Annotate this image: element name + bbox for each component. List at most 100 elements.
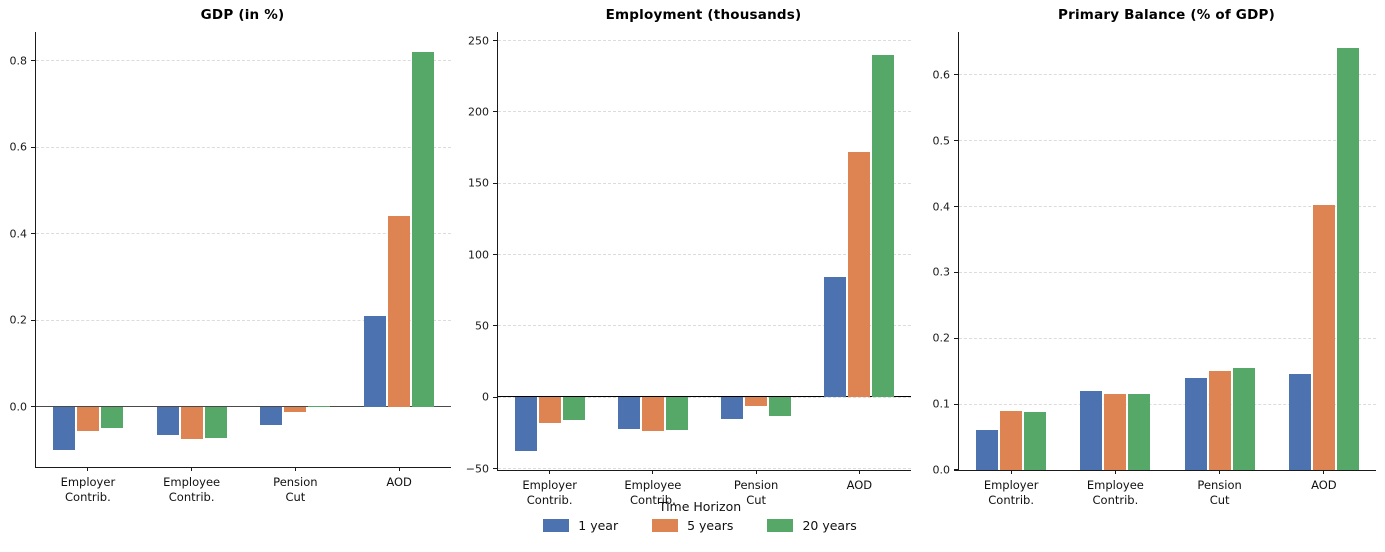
- x-tick-label: AOD: [846, 478, 873, 492]
- y-tick-label: 0.6: [9, 140, 28, 154]
- y-tick-mark: [31, 59, 35, 62]
- gridline: [498, 254, 911, 256]
- y-tick-mark: [954, 469, 958, 471]
- bar-1-year: [260, 406, 283, 425]
- y-tick-label: 0.2: [9, 313, 28, 327]
- y-tick-mark: [493, 467, 497, 470]
- y-tick-label: 150: [468, 176, 489, 190]
- bar-1-year: [976, 430, 999, 470]
- x-tick-label: AOD: [386, 475, 412, 489]
- bar-5-years: [848, 151, 871, 398]
- y-tick-mark: [493, 396, 497, 398]
- x-tick-label: Employee Contrib.: [624, 478, 682, 507]
- y-tick-mark: [31, 146, 35, 148]
- bar-1-year: [721, 397, 744, 419]
- legend-swatch-5-years-icon: [652, 519, 679, 532]
- bar-1-year: [824, 277, 847, 398]
- bar-1-year: [514, 397, 537, 452]
- gdp-plot-area: 0.0 0.2 0.4 0.6 0.8 Employer Contrib. Employee…: [10, 32, 451, 504]
- gridline: [498, 468, 911, 470]
- gridline: [36, 319, 451, 321]
- y-tick-label: 100: [468, 248, 489, 262]
- primary-balance-plot-area: 0.0 0.1 0.2 0.3 0.4 0.5 0.6 Employer Contrib. Em…: [933, 32, 1376, 507]
- y-tick-mark: [954, 271, 958, 273]
- gridline: [498, 325, 911, 327]
- bar-20-years: [1232, 367, 1255, 470]
- y-tick-mark: [493, 111, 497, 113]
- y-tick-mark: [31, 406, 35, 408]
- employment-plot-area: −50 0 50 100 150 200 250 Employer Contrib. Emplo…: [466, 32, 911, 507]
- x-tick-mark: [1323, 470, 1325, 474]
- y-tick-label: 0.6: [932, 68, 951, 82]
- y-tick-label: 0.0: [9, 400, 28, 414]
- bar-5-years: [388, 216, 411, 407]
- legend-label-5-years: 5 years: [687, 518, 734, 533]
- bar-5-years: [641, 397, 664, 432]
- y-tick-label: 0.1: [932, 397, 951, 411]
- bar-20-years: [412, 51, 435, 407]
- chart-title-employment: Employment (thousands): [605, 7, 802, 23]
- x-tick-label: AOD: [1311, 478, 1337, 492]
- bar-20-years: [100, 406, 123, 429]
- bar-5-years: [76, 406, 99, 431]
- bar-20-years: [562, 397, 585, 421]
- y-tick-label: 0.3: [932, 265, 951, 279]
- bar-20-years: [665, 397, 688, 431]
- bar-1-year: [364, 315, 387, 407]
- bar-20-years: [1024, 412, 1047, 470]
- y-tick-label: 0.0: [932, 463, 951, 477]
- y-tick-label: 0.8: [9, 54, 28, 68]
- gridline: [959, 74, 1376, 76]
- bar-1-year: [1288, 374, 1311, 470]
- chart-title-gdp: GDP (in %): [200, 7, 285, 23]
- legend-item-5-years: 5 years: [652, 518, 733, 533]
- y-tick-mark: [493, 39, 497, 42]
- bar-20-years: [769, 397, 792, 416]
- y-tick-label: 250: [468, 34, 489, 48]
- y-tick-label: 0.4: [932, 200, 951, 214]
- gridline: [959, 271, 1376, 273]
- legend-label-20-years: 20 years: [802, 518, 857, 533]
- gridline: [959, 206, 1376, 208]
- zero-line: [498, 396, 911, 398]
- x-tick-label: Pension Cut: [1197, 478, 1242, 507]
- chart-title-primary-balance: Primary Balance (% of GDP): [1058, 7, 1275, 23]
- legend-swatch-20-years-icon: [767, 519, 794, 532]
- bar-5-years: [1208, 371, 1231, 470]
- gridline: [959, 337, 1376, 339]
- y-tick-label: 0.4: [9, 227, 28, 241]
- gridline: [36, 146, 451, 148]
- y-tick-mark: [954, 74, 958, 76]
- x-tick-mark: [755, 470, 757, 474]
- x-tick-mark: [858, 470, 860, 474]
- gridline: [498, 40, 911, 42]
- y-tick-label: 200: [468, 105, 489, 119]
- bar-5-years: [538, 397, 561, 423]
- legend-label-1-year: 1 year: [578, 518, 619, 533]
- gridline: [498, 111, 911, 113]
- y-tick-mark: [493, 182, 497, 184]
- x-tick-label: Employee Contrib.: [163, 475, 221, 504]
- bar-5-years: [1000, 410, 1023, 470]
- y-tick-mark: [31, 319, 35, 321]
- bar-20-years: [1336, 48, 1359, 470]
- x-tick-mark: [1114, 470, 1116, 474]
- x-tick-label: Employee Contrib.: [1086, 478, 1144, 507]
- gridline: [36, 233, 451, 235]
- legend: Time Horizon 1 year 5 years 20 years: [420, 499, 980, 533]
- bar-20-years: [308, 405, 331, 407]
- x-tick-mark: [1219, 470, 1221, 474]
- legend-swatch-1-year-icon: [543, 519, 570, 532]
- x-tick-mark: [398, 467, 400, 471]
- x-tick-label: Pension Cut: [733, 478, 779, 507]
- y-tick-mark: [954, 205, 958, 208]
- legend-row: 1 year 5 years 20 years: [543, 518, 857, 533]
- gridline: [959, 140, 1376, 142]
- x-tick-mark: [1010, 470, 1012, 474]
- bar-1-year: [1080, 390, 1103, 470]
- gridline: [498, 182, 911, 184]
- x-tick-label: Employer Contrib.: [522, 478, 577, 507]
- x-tick-label: Pension Cut: [273, 475, 318, 504]
- y-tick-mark: [31, 233, 35, 235]
